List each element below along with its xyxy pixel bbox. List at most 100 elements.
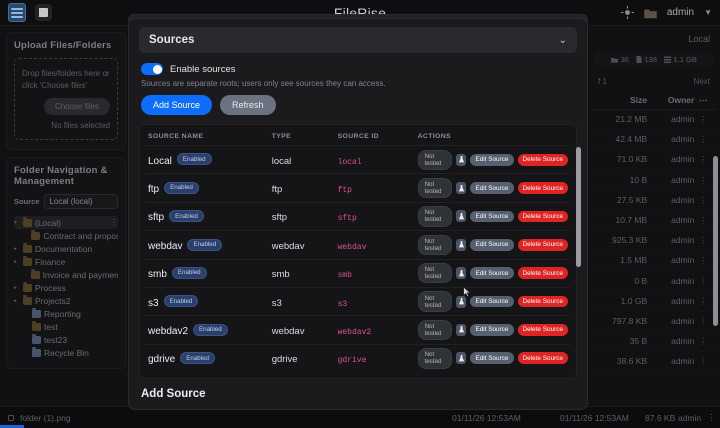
folder-context-menu[interactable]: ⋮ [110, 218, 118, 228]
folder-tree-item[interactable]: Contract and proposal [14, 229, 118, 242]
expand-arrow-icon[interactable]: ▸ [14, 297, 17, 304]
upload-dropzone[interactable]: Drop files/folders here or click 'Choose… [14, 58, 118, 141]
delete-source-button[interactable]: Delete Source [517, 352, 568, 365]
file-table-row[interactable]: 27.5 KB admin ⋮ [592, 191, 716, 211]
file-table-row[interactable]: 10.7 MB admin ⋮ [592, 211, 716, 232]
source-name-text: webdav2 [148, 325, 189, 337]
edit-source-button[interactable]: Edit Source [470, 210, 514, 223]
folder-icon[interactable] [644, 6, 657, 19]
add-source-button[interactable]: Add Source [141, 95, 213, 115]
row-menu-icon[interactable]: ⋮ [698, 255, 708, 266]
folder-tree-item[interactable]: ▸ Documentation [14, 242, 118, 255]
row-menu-icon[interactable]: ⋮ [698, 275, 708, 286]
test-source-icon[interactable] [456, 238, 467, 251]
delete-source-button[interactable]: Delete Source [517, 182, 568, 194]
sources-table-container: SOURCE NAME TYPE SOURCE ID ACTIONS Local… [139, 124, 581, 379]
expand-arrow-icon[interactable]: ▾ [14, 219, 17, 226]
row-checkbox[interactable] [8, 414, 14, 421]
edit-source-button[interactable]: Edit Source [470, 153, 514, 166]
folder-tree-item[interactable]: test23 [14, 333, 118, 346]
expand-arrow-icon[interactable]: ▸ [14, 245, 17, 252]
row-menu-icon[interactable]: ⋮ [698, 174, 708, 185]
col-menu[interactable]: ⋯ [698, 95, 708, 105]
row-menu-icon[interactable]: ⋮ [698, 215, 708, 226]
edit-source-button[interactable]: Edit Source [470, 267, 514, 280]
folder-tree-item[interactable]: ▸ Process [14, 281, 118, 294]
test-source-icon[interactable] [456, 323, 467, 336]
row-menu-icon[interactable]: ⋮ [698, 154, 708, 165]
choose-files-button[interactable]: Choose files [43, 98, 110, 116]
file-table-row[interactable]: 10 B admin ⋮ [592, 171, 716, 191]
delete-source-button[interactable]: Delete Source [517, 267, 568, 280]
chevron-down-icon[interactable]: ⌄ [558, 34, 567, 46]
enable-sources-toggle[interactable] [141, 63, 163, 75]
location-label: Local [688, 34, 710, 44]
col-size[interactable]: Size [630, 95, 648, 105]
edit-source-button[interactable]: Edit Source [470, 295, 514, 308]
delete-source-button[interactable]: Delete Source [517, 153, 568, 166]
sources-table-row: Local Enabled local local Not tested Edit Sou… [146, 144, 570, 174]
row-menu-icon[interactable]: ⋮ [698, 194, 708, 205]
file-table-row[interactable]: 0 B admin ⋮ [592, 272, 716, 292]
folder-tree-item[interactable]: ▸ Projects2 [14, 294, 118, 307]
file-table-row[interactable]: 1.5 MB admin ⋮ [592, 251, 716, 272]
delete-source-button[interactable]: Delete Source [517, 295, 568, 308]
file-table-row[interactable]: 1.0 GB admin ⋮ [592, 292, 716, 312]
enable-sources-row[interactable]: Enable sources [141, 63, 577, 75]
folder-tree-item[interactable]: test [14, 320, 118, 333]
col-owner[interactable]: Owner [667, 95, 695, 105]
test-source-icon[interactable] [456, 153, 467, 166]
file-table-row[interactable]: 35 B admin ⋮ [592, 332, 716, 353]
edit-source-button[interactable]: Edit Source [470, 352, 514, 365]
expand-arrow-icon[interactable]: ▸ [14, 258, 17, 265]
row-menu-icon[interactable]: ⋮ [698, 134, 708, 145]
edit-source-button[interactable]: Edit Source [470, 324, 514, 336]
test-source-icon[interactable] [456, 295, 467, 308]
next-page-button[interactable]: Next [693, 77, 710, 86]
folder-tree-item[interactable]: Reporting [14, 307, 118, 320]
folder-tree-item[interactable]: ▾ (Local) ⋮ [14, 216, 118, 230]
file-table-row[interactable]: 925.3 KB admin ⋮ [592, 231, 716, 252]
test-source-icon[interactable] [456, 267, 467, 280]
sources-section-header[interactable]: Sources ⌄ [139, 27, 577, 53]
delete-source-button[interactable]: Delete Source [517, 238, 568, 251]
delete-source-button[interactable]: Delete Source [517, 324, 568, 336]
sources-table-scrollbar[interactable] [576, 147, 581, 267]
test-source-icon[interactable] [456, 210, 467, 223]
upload-heading: Upload Files/Folders [14, 40, 112, 51]
sun-icon[interactable] [620, 6, 634, 19]
file-list-scrollbar[interactable] [713, 156, 718, 326]
sidebar-toggle-icon[interactable] [35, 4, 52, 21]
folder-tree-item[interactable]: Invoice and payment plan [14, 268, 118, 281]
status-row-menu[interactable]: ⋮ [707, 412, 716, 422]
sources-table-row: s3 Enabled s3 s3 Not tested Edit Source Delete… [146, 286, 570, 316]
folder-icon [32, 320, 41, 331]
refresh-button[interactable]: Refresh [220, 95, 276, 115]
expand-arrow-icon[interactable]: ▸ [14, 284, 17, 291]
row-menu-icon[interactable]: ⋮ [698, 114, 708, 125]
delete-source-button[interactable]: Delete Source [517, 210, 568, 223]
user-label[interactable]: admin [666, 7, 695, 18]
file-table-row[interactable]: 42.4 MB admin ⋮ [592, 130, 716, 151]
row-menu-icon[interactable]: ⋮ [698, 356, 708, 367]
app-logo-icon[interactable] [8, 3, 26, 22]
source-id-text: webdav [337, 242, 367, 252]
row-menu-icon[interactable]: ⋮ [698, 295, 708, 306]
test-source-icon[interactable] [456, 182, 467, 195]
file-table-row[interactable]: 38.6 KB admin ⋮ [592, 352, 716, 373]
row-menu-icon[interactable]: ⋮ [698, 336, 708, 347]
folder-tree-item[interactable]: Recycle Bin [14, 346, 118, 359]
edit-source-button[interactable]: Edit Source [470, 182, 514, 194]
edit-source-button[interactable]: Edit Source [470, 238, 514, 251]
cell-owner: admin [671, 215, 695, 226]
chevron-down-icon[interactable]: ▼ [704, 8, 712, 17]
test-source-icon[interactable] [456, 352, 467, 365]
file-table-row[interactable]: 21.2 MB admin ⋮ [592, 110, 716, 131]
source-select[interactable]: Local (local) [44, 194, 118, 210]
row-menu-icon[interactable]: ⋮ [698, 235, 708, 246]
file-table-row[interactable]: 71.0 KB admin ⋮ [592, 150, 716, 171]
file-table-row[interactable]: 797.8 KB admin ⋮ [592, 312, 716, 333]
folder-tree-item[interactable]: ▸ Finance [14, 255, 118, 268]
row-menu-icon[interactable]: ⋮ [698, 315, 708, 326]
